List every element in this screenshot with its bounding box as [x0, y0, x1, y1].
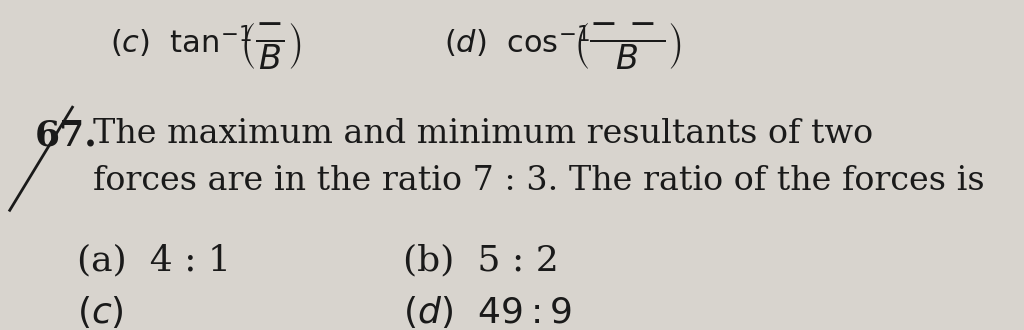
- Text: $(d)$  $\cos^{-1}$: $(d)$ $\cos^{-1}$: [444, 24, 590, 60]
- Text: $\left(\dfrac{-\,-}{B}\right)$: $\left(\dfrac{-\,-}{B}\right)$: [574, 21, 682, 72]
- Text: $(c)$: $(c)$: [77, 294, 124, 330]
- Text: (b)  5 : 2: (b) 5 : 2: [402, 244, 558, 278]
- Text: (a)  4 : 1: (a) 4 : 1: [77, 244, 230, 278]
- Text: 67.: 67.: [35, 118, 97, 152]
- Text: $(d)$  $49 : 9$: $(d)$ $49 : 9$: [402, 294, 571, 330]
- Text: The maximum and minimum resultants of two
forces are in the ratio 7 : 3. The rat: The maximum and minimum resultants of tw…: [93, 118, 985, 197]
- Text: $(c)$  $\tan^{-1}$: $(c)$ $\tan^{-1}$: [110, 24, 252, 60]
- Text: $\left(\dfrac{-}{B}\right)$: $\left(\dfrac{-}{B}\right)$: [240, 21, 301, 72]
